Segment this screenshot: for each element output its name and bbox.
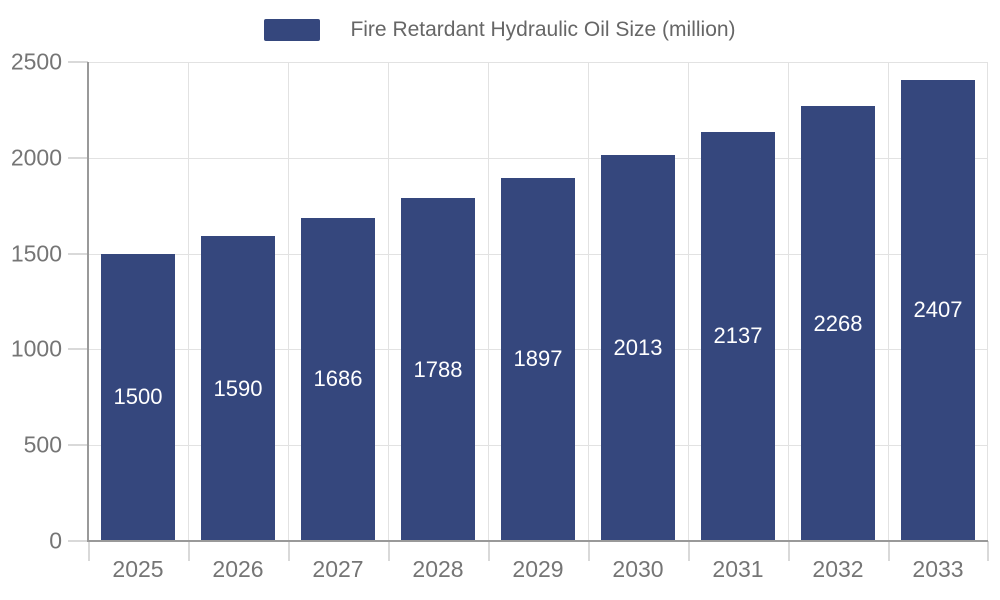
y-axis-tick: [68, 444, 88, 447]
bar-value-label: 1788: [413, 356, 463, 382]
bar: 2013: [601, 155, 675, 541]
y-tick-label: 1000: [10, 335, 62, 362]
x-axis-tick: [787, 541, 790, 561]
v-gridline: [588, 62, 589, 541]
x-axis-tick: [687, 541, 690, 561]
x-tick-label: 2031: [712, 556, 764, 582]
y-axis-tick: [68, 156, 88, 159]
x-axis-tick: [986, 541, 989, 561]
bar-value-label: 1590: [213, 375, 263, 401]
legend-label: Fire Retardant Hydraulic Oil Size (milli…: [350, 18, 736, 41]
x-axis-tick: [587, 541, 590, 561]
x-axis-tick: [87, 541, 90, 561]
x-axis-tick: [187, 541, 190, 561]
x-axis-tick: [287, 541, 290, 561]
x-tick-label: 2033: [912, 556, 964, 582]
bar: 1590: [201, 236, 275, 541]
v-gridline: [788, 62, 789, 541]
y-axis-tick: [68, 348, 88, 351]
x-tick-label: 2026: [212, 556, 264, 582]
bar: 1788: [401, 198, 475, 541]
bar-value-label: 2407: [913, 297, 963, 323]
v-gridline: [888, 62, 889, 541]
x-axis-tick: [487, 541, 490, 561]
x-axis-line: [87, 540, 988, 542]
bar: 1897: [501, 177, 575, 541]
y-axis-tick: [68, 61, 88, 63]
plot-area: 0 500 1000 1500 2000 2500 1500 2025 1590 2026 1686…: [11, 50, 989, 581]
x-tick-label: 2032: [812, 556, 864, 582]
x-tick-label: 2025: [112, 556, 164, 582]
x-tick-label: 2027: [312, 556, 364, 582]
x-tick-label: 2029: [512, 556, 564, 582]
v-gridline: [288, 62, 289, 541]
x-tick-label: 2030: [612, 556, 664, 582]
y-tick-label: 2000: [10, 144, 62, 171]
bar-value-label: 1686: [313, 366, 363, 392]
h-gridline: [88, 157, 988, 159]
chart-legend[interactable]: Fire Retardant Hydraulic Oil Size (milli…: [0, 18, 1000, 42]
v-gridline: [188, 62, 189, 541]
v-gridline: [488, 62, 489, 541]
x-axis-tick: [387, 541, 390, 561]
y-axis-tick: [68, 540, 88, 542]
v-gridline: [987, 62, 988, 541]
bar: 2268: [801, 106, 875, 541]
x-tick-label: 2028: [412, 556, 464, 582]
y-tick-label: 500: [23, 431, 62, 458]
y-tick-label: 0: [49, 527, 62, 554]
bar-value-label: 1897: [513, 346, 563, 372]
h-gridline: [88, 62, 988, 63]
y-axis-tick: [68, 252, 88, 255]
y-axis-line: [87, 62, 89, 541]
bar-value-label: 2268: [813, 310, 863, 336]
bar-value-label: 1500: [113, 384, 163, 410]
v-gridline: [688, 62, 689, 541]
y-tick-label: 2500: [10, 48, 62, 75]
bar: 2407: [901, 79, 975, 541]
bar: 1686: [301, 217, 375, 541]
bar: 2137: [701, 131, 775, 541]
bar-value-label: 2137: [713, 323, 763, 349]
v-gridline: [388, 62, 389, 541]
bar-value-label: 2013: [613, 335, 663, 361]
legend-swatch: [264, 19, 321, 41]
x-axis-tick: [887, 541, 890, 561]
y-tick-label: 1500: [10, 240, 62, 267]
bar: 1500: [101, 253, 175, 541]
